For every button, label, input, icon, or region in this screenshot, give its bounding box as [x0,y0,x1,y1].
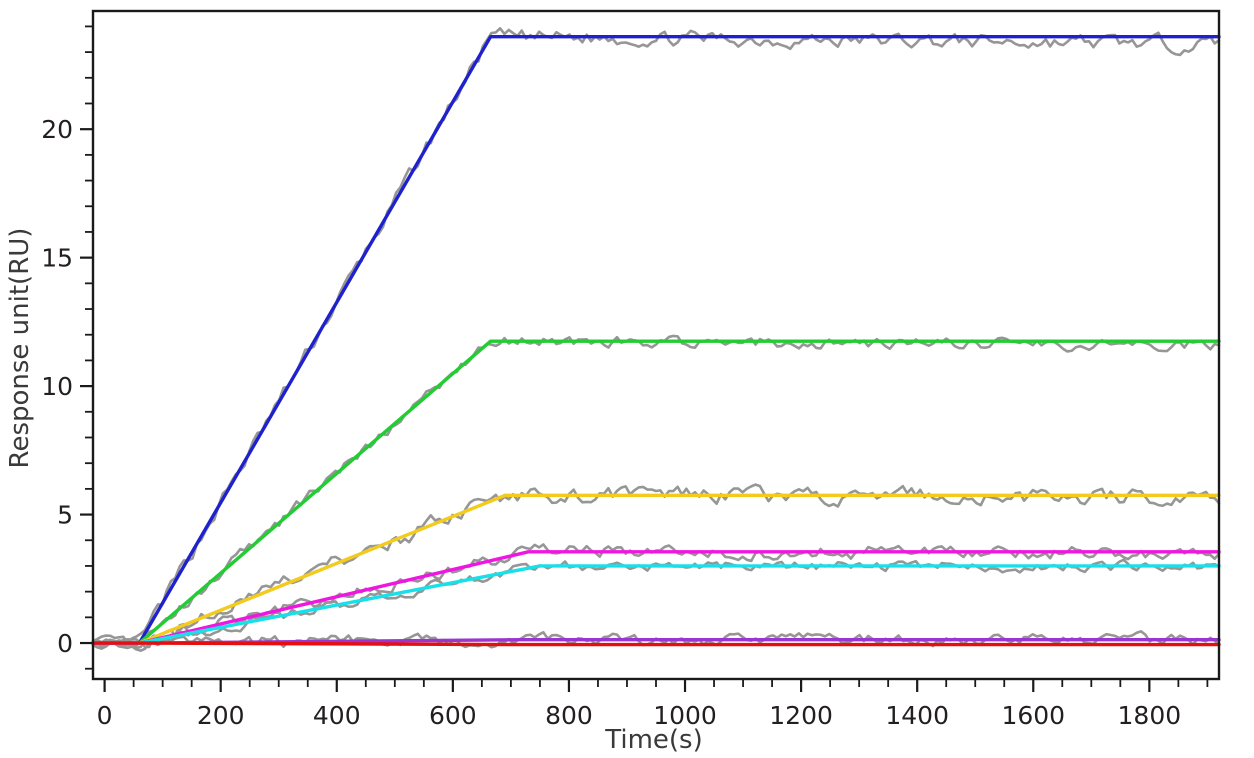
y-tick-label: 15 [41,244,73,273]
raw-data-trace-concentration-3 [91,483,1221,649]
x-tick-label: 1000 [653,701,717,730]
raw-data-trace-concentration-5 [91,558,1221,645]
x-tick-label: 1800 [1118,701,1182,730]
x-tick-label: 1200 [769,701,833,730]
y-tick-label: 5 [57,501,73,530]
y-tick-label: 20 [41,115,73,144]
x-tick-label: 400 [313,701,361,730]
x-tick-label: 200 [197,701,245,730]
fitted-curve-concentration-7 [91,641,1221,647]
y-tick-label: 0 [57,629,73,658]
fitted-curves-group [91,34,1221,647]
fitted-curve-concentration-5 [91,564,1221,645]
y-axis-title: Response unit(RU) [5,228,35,469]
x-axis-title: Time(s) [604,725,702,755]
x-tick-label: 1600 [1001,701,1065,730]
x-tick-label: 1400 [885,701,949,730]
raw-data-trace-concentration-4 [91,543,1221,650]
axis-ticks-group [80,25,1209,692]
y-tick-label: 10 [41,372,73,401]
x-tick-label: 800 [545,701,593,730]
x-tick-label: 600 [429,701,477,730]
axis-tick-labels-group: 0 200 400 600 800 1000 1200 1400 1600 1800 0 5 10 15 2… [41,115,1181,730]
x-tick-label: 0 [97,701,113,730]
